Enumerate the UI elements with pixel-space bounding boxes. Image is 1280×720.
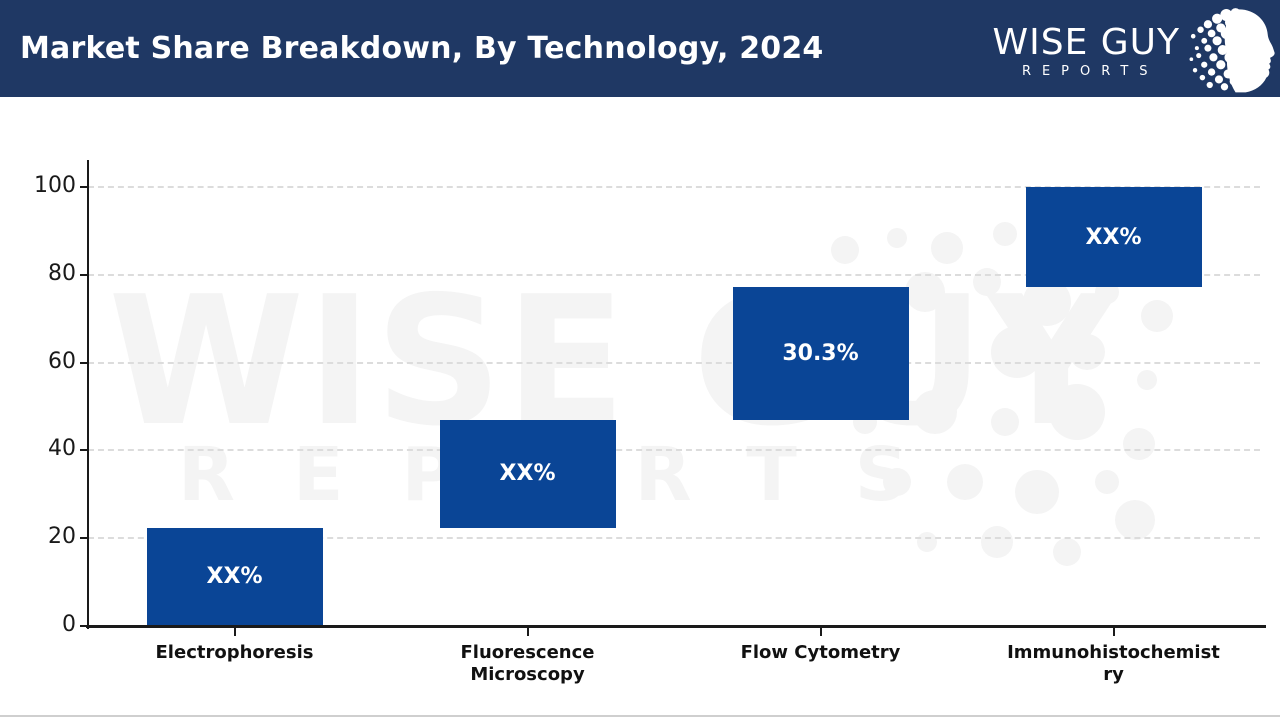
bar-segment: XX% bbox=[146, 527, 323, 626]
bottom-divider bbox=[0, 715, 1280, 717]
y-tick-mark bbox=[80, 537, 88, 540]
category-label-line: Flow Cytometry bbox=[740, 642, 901, 663]
bar-segment: XX% bbox=[1025, 187, 1202, 288]
category-label-line: Fluorescence bbox=[460, 642, 595, 663]
y-tick-mark bbox=[80, 273, 88, 276]
y-tick-mark bbox=[80, 361, 88, 364]
header-bar: Market Share Breakdown, By Technology, 2… bbox=[0, 0, 1280, 97]
x-tick-mark bbox=[526, 628, 529, 636]
category-label-line: Microscopy bbox=[470, 664, 585, 685]
x-tick-mark bbox=[1112, 628, 1115, 636]
y-tick-mark bbox=[80, 625, 88, 627]
category-label-line: Immunohistochemist bbox=[1007, 642, 1220, 663]
y-tick-label: 40 bbox=[48, 436, 76, 462]
y-tick-mark bbox=[80, 449, 88, 452]
bar-value-label: XX% bbox=[206, 564, 263, 590]
x-axis-line bbox=[86, 625, 1266, 628]
bar-segment: 30.3% bbox=[732, 287, 909, 421]
bar-value-label: XX% bbox=[499, 461, 556, 487]
y-tick-label: 0 bbox=[62, 612, 76, 637]
brand-head-dots bbox=[1189, 8, 1241, 91]
y-axis-line bbox=[87, 160, 89, 629]
category-label: Fluorescence Microscopy bbox=[408, 642, 648, 686]
y-tick-label: 80 bbox=[48, 260, 76, 286]
y-tick-label: 100 bbox=[34, 173, 76, 198]
brand-head-icon bbox=[1189, 8, 1275, 93]
bar-value-label: 30.3% bbox=[782, 341, 859, 367]
x-tick-mark bbox=[233, 628, 236, 636]
gridline bbox=[88, 449, 1260, 452]
category-label: Immunohistochemist ry bbox=[994, 642, 1234, 686]
y-tick-label: 20 bbox=[48, 524, 76, 550]
bar-segment: XX% bbox=[439, 420, 616, 528]
brand-name: WISE GUY bbox=[992, 22, 1180, 63]
gridline bbox=[88, 273, 1260, 276]
category-label: Flow Cytometry bbox=[701, 642, 941, 664]
x-tick-mark bbox=[819, 628, 822, 636]
y-tick-mark bbox=[80, 186, 88, 188]
gridline bbox=[88, 537, 1260, 540]
gridline bbox=[88, 361, 1260, 364]
category-label: Electrophoresis bbox=[115, 642, 355, 664]
brand-logo: WISE GUY REPORTS bbox=[992, 22, 1181, 80]
gridline bbox=[88, 186, 1260, 188]
chart-title: Market Share Breakdown, By Technology, 2… bbox=[20, 31, 824, 66]
category-label-line: Electrophoresis bbox=[155, 642, 314, 663]
y-tick-label: 60 bbox=[48, 348, 76, 374]
brand-subname: REPORTS bbox=[1021, 64, 1159, 79]
bar-value-label: XX% bbox=[1085, 224, 1142, 250]
category-label-line: ry bbox=[1103, 664, 1124, 685]
plot-area: 0 20 40 60 80 100 XX% Electrophoresis XX% Fluores… bbox=[0, 97, 1280, 714]
